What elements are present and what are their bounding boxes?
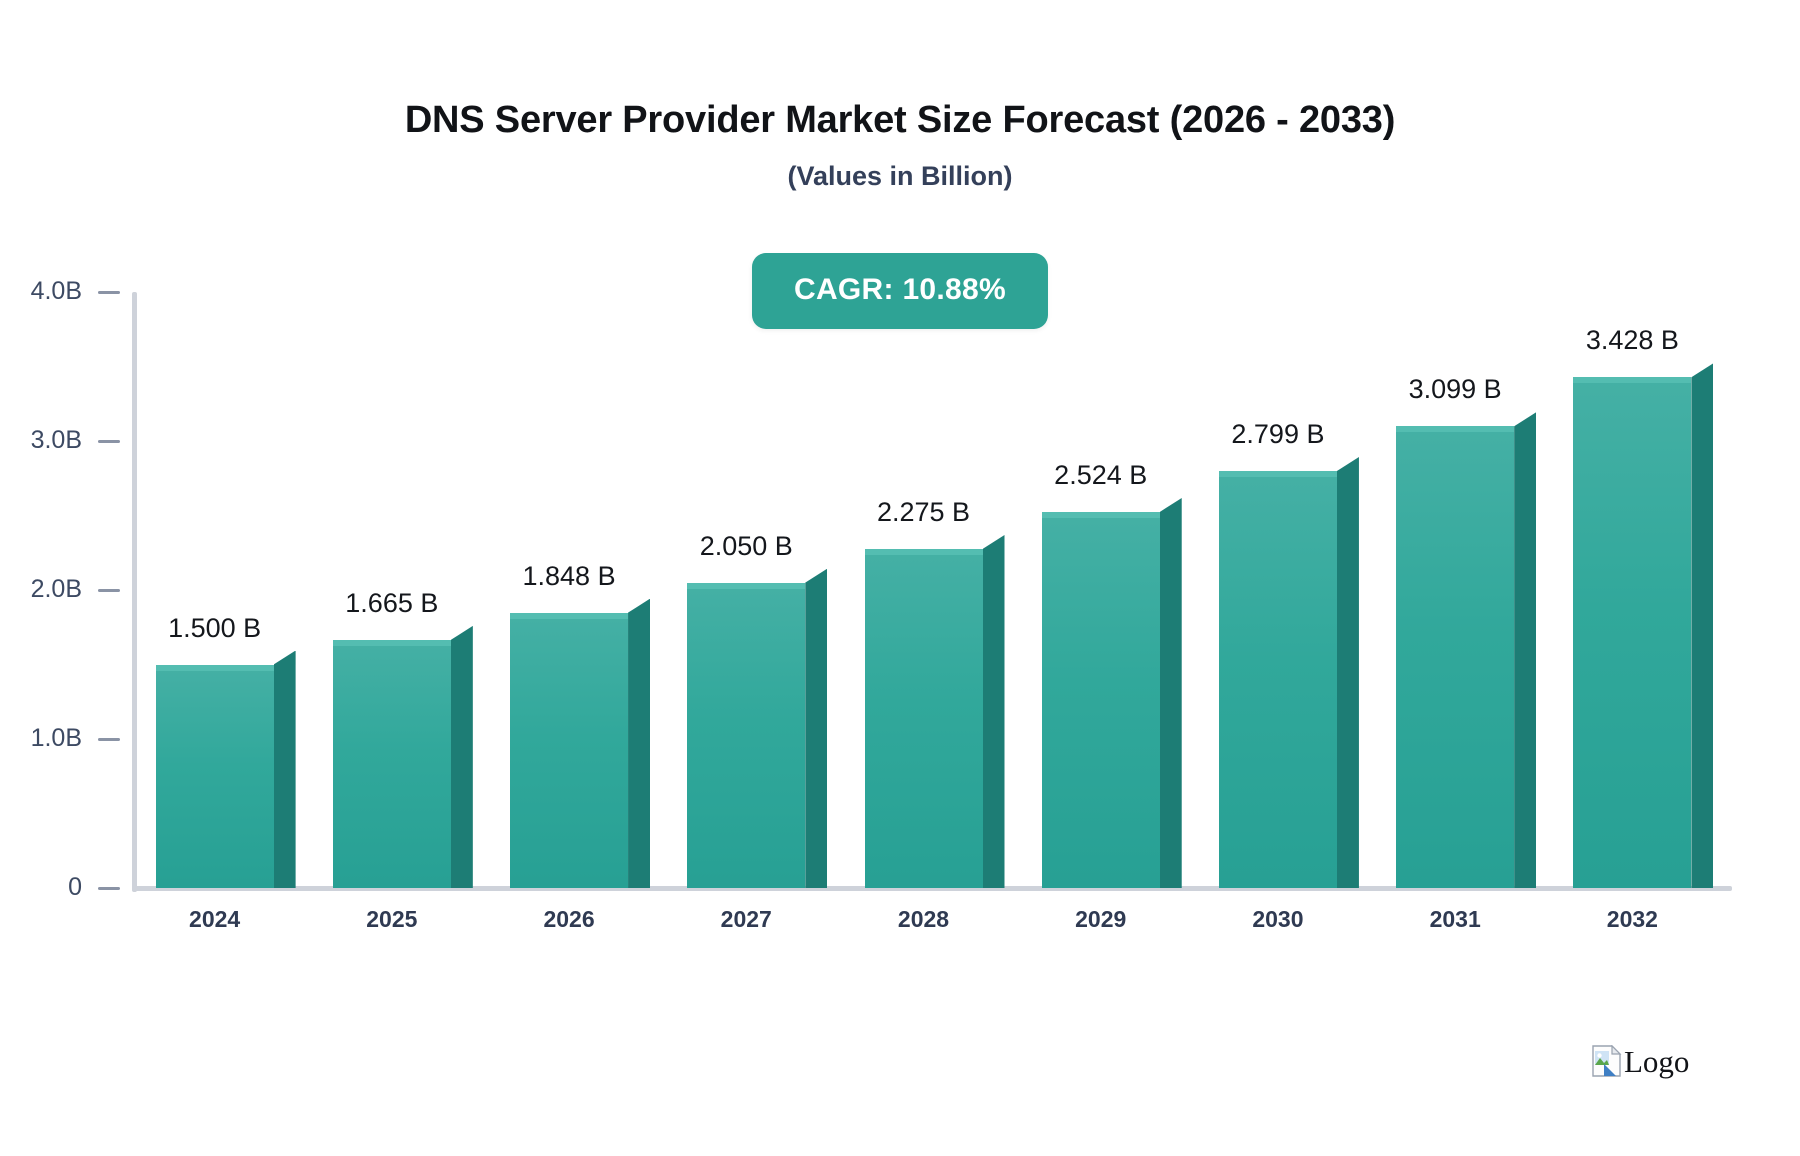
y-axis-tick-label: 4.0B	[30, 276, 82, 305]
bar-front-face	[1041, 511, 1160, 888]
bar-side-face	[805, 568, 828, 888]
x-axis-line	[132, 886, 1732, 891]
y-axis-tick-mark	[98, 290, 120, 294]
x-axis-tick-label: 2028	[897, 906, 950, 932]
bar-side-face	[450, 625, 473, 888]
bar[interactable]	[332, 625, 473, 888]
x-axis-tick-label: 2030	[1252, 906, 1304, 932]
bar-top-edge	[510, 612, 629, 619]
cagr-badge: CAGR: 10.88%	[751, 253, 1049, 329]
bar-top-edge	[687, 582, 806, 589]
bar-group[interactable]: 3.428 B 2032	[1573, 0, 1714, 1156]
x-axis-tick-label: 2027	[720, 906, 772, 932]
bar-value-label: 2.275 B	[876, 497, 971, 528]
x-axis-tick-label: 2032	[1606, 906, 1658, 932]
bar-group[interactable]: 3.099 B 2031	[1396, 0, 1537, 1156]
x-axis-tick-label: 2031	[1429, 906, 1481, 932]
bar-group[interactable]: 1.665 B 2025	[332, 0, 473, 1156]
bar-side-face	[1336, 456, 1359, 888]
bar-value-label: 3.099 B	[1408, 374, 1502, 405]
bar-top-edge	[1218, 470, 1337, 477]
bar-group[interactable]: 1.500 B 2024	[155, 0, 296, 1156]
bar-top-edge	[864, 549, 983, 556]
bar-side-face	[982, 535, 1005, 888]
bar-value-label: 2.799 B	[1231, 418, 1325, 449]
bar[interactable]	[1218, 456, 1359, 888]
bar-group[interactable]: 1.848 B 2026	[510, 0, 651, 1156]
broken-image-icon	[1592, 1044, 1622, 1077]
bar-side-face	[1514, 412, 1537, 888]
x-axis-tick-label: 2025	[366, 906, 418, 932]
bar[interactable]	[1573, 363, 1714, 888]
y-axis-line	[132, 292, 137, 892]
y-axis-tick-label: 3.0B	[30, 425, 82, 454]
bar-group[interactable]: 2.275 B 2028	[864, 0, 1005, 1156]
bar-front-face	[1218, 470, 1337, 888]
y-axis-tick-mark	[98, 737, 120, 741]
bar[interactable]	[1041, 497, 1182, 888]
bar-front-face	[332, 639, 451, 888]
bar-top-edge	[1041, 511, 1160, 518]
bar-value-label: 1.665 B	[345, 587, 439, 618]
bar-value-label: 2.524 B	[1054, 459, 1148, 490]
bar-value-label: 1.848 B	[522, 560, 616, 591]
bar-front-face	[1396, 426, 1515, 888]
page-title: DNS Server Provider Market Size Forecast…	[404, 99, 1396, 141]
bar[interactable]	[864, 535, 1005, 888]
bar-top-edge	[1573, 377, 1692, 384]
bar-top-edge	[1396, 426, 1515, 433]
y-axis-tick-label: 0	[68, 872, 82, 901]
bar[interactable]	[687, 568, 828, 888]
y-axis-tick-label: 1.0B	[30, 723, 82, 752]
bar[interactable]	[510, 598, 651, 888]
y-axis-tick-mark	[98, 886, 120, 890]
bar-top-edge	[332, 639, 451, 646]
bar-side-face	[628, 598, 651, 888]
logo: Logo	[1592, 1043, 1690, 1079]
bar-front-face	[1573, 377, 1692, 888]
bar-value-label: 3.428 B	[1585, 325, 1679, 356]
bar-side-face	[1159, 497, 1182, 888]
bar[interactable]	[1396, 412, 1537, 888]
bar-front-face	[510, 612, 629, 888]
bar-group[interactable]: 2.050 B 2027	[687, 0, 828, 1156]
chart-subtitle: (Values in Billion)	[787, 160, 1013, 191]
bar-front-face	[687, 582, 806, 888]
bars-layer: 1.500 B 2024 1.665 B 2025 1.848 B 2026 2.050 B…	[137, 0, 1732, 1156]
bar-value-label: 2.050 B	[699, 530, 793, 561]
bar-top-edge	[155, 664, 274, 671]
bar-front-face	[155, 664, 274, 888]
y-axis-tick-mark	[98, 588, 120, 592]
bar[interactable]	[155, 650, 296, 888]
bar-front-face	[864, 549, 983, 888]
y-axis-tick-label: 2.0B	[30, 574, 82, 603]
bar-side-face	[1691, 363, 1714, 888]
x-axis-tick-label: 2026	[543, 906, 595, 932]
bar-group[interactable]: 2.524 B 2029	[1041, 0, 1182, 1156]
bar-group[interactable]: 2.799 B 2030	[1218, 0, 1359, 1156]
x-axis-tick-label: 2024	[189, 906, 241, 932]
logo-text: Logo	[1624, 1043, 1690, 1079]
bar-side-face	[273, 650, 296, 888]
y-axis-tick-mark	[98, 439, 120, 443]
bar-value-label: 1.500 B	[168, 612, 262, 643]
title-block: DNS Server Provider Market Size Forecast…	[0, 98, 1800, 192]
x-axis-tick-label: 2029	[1075, 906, 1127, 932]
